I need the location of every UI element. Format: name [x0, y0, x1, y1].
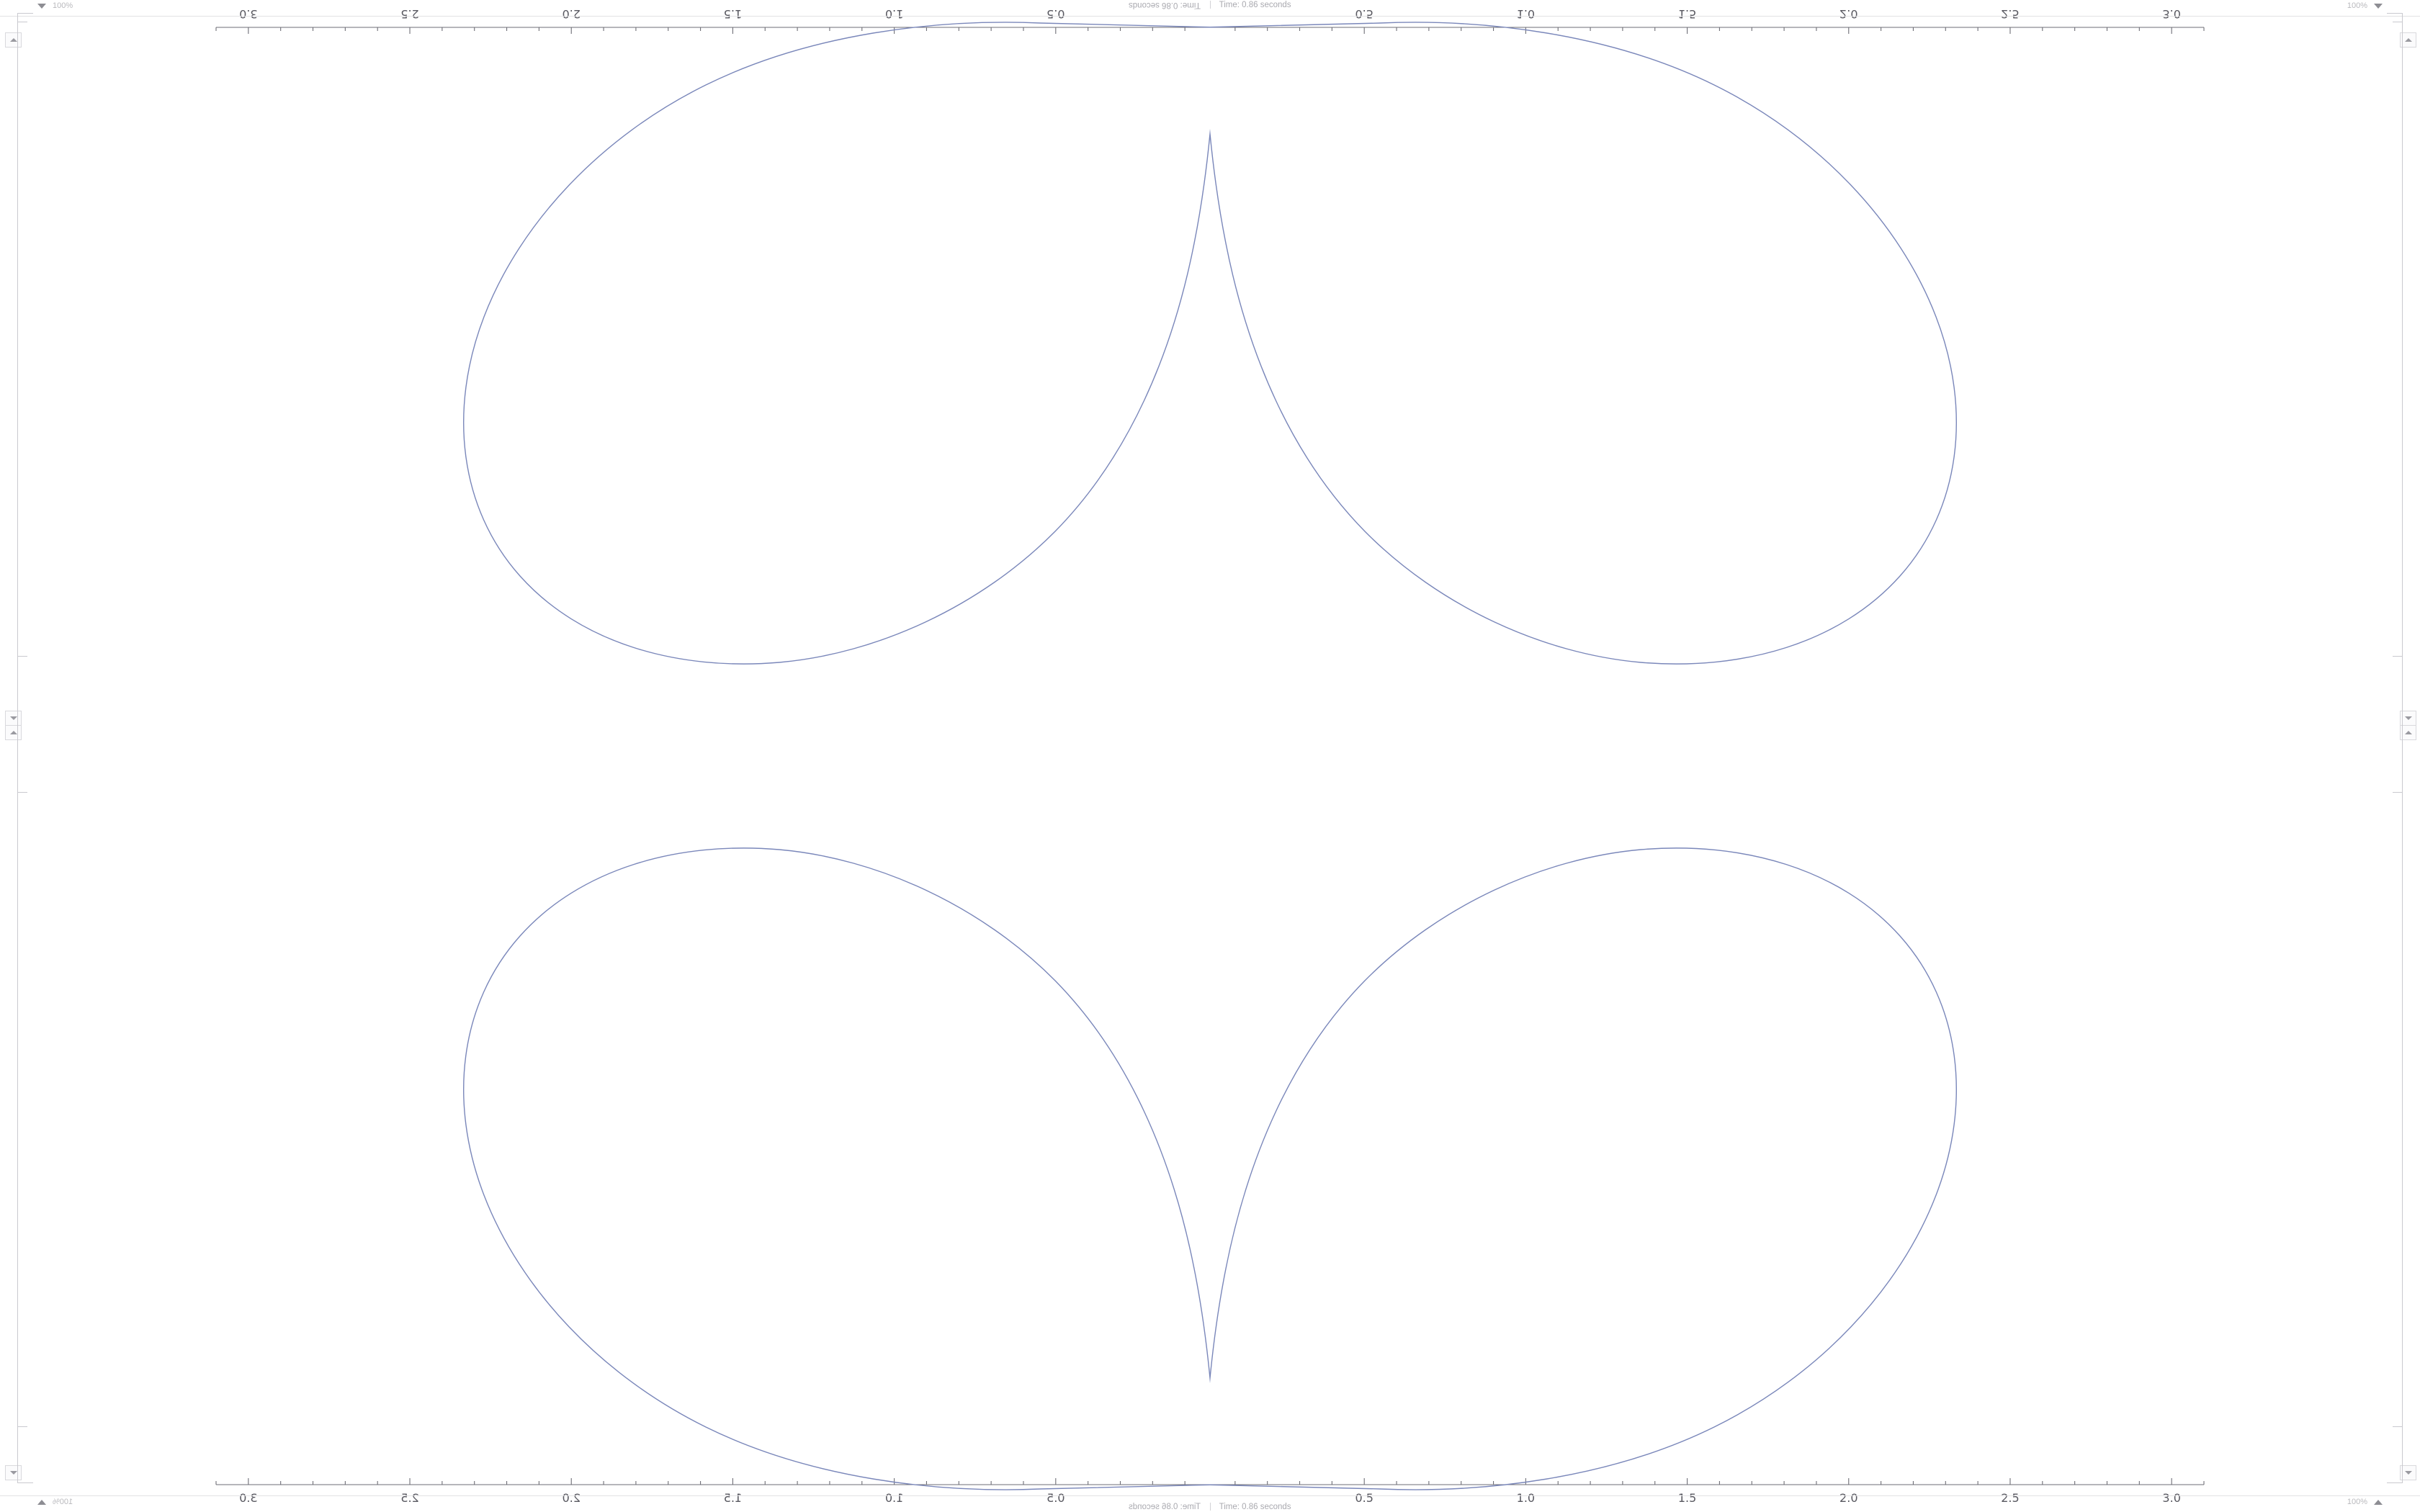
- x-axis-ticks: 0.5 1.0 1.5 2.0 2.5 3.0: [215, 1478, 1186, 1505]
- x-tick-label: 2.0: [562, 1491, 580, 1505]
- zoom-control-bottom-right[interactable]: 100%: [2347, 1498, 2383, 1506]
- x-tick-label: 1.5: [724, 1491, 742, 1505]
- status-text-mirrored: Time: 0.86 seconds: [1129, 1, 1201, 9]
- plot-curve: [1210, 22, 1957, 665]
- cell-bracket-rail-left[interactable]: [12, 0, 33, 1512]
- cell-bracket-group[interactable]: [17, 22, 27, 657]
- triangle-up-icon: [9, 731, 17, 734]
- triangle-up-icon: [2404, 731, 2412, 734]
- x-tick-label: 2.5: [2001, 7, 2019, 21]
- zoom-level-label: 100%: [2347, 1, 2367, 10]
- status-divider: [1209, 1, 1211, 9]
- x-tick-label: 2.5: [400, 7, 418, 21]
- x-tick-label: 0.5: [1047, 1491, 1065, 1505]
- scroll-down-button[interactable]: [2400, 1465, 2416, 1480]
- x-tick-label: 1.0: [885, 7, 903, 21]
- x-tick-label: 2.5: [400, 1491, 418, 1505]
- curvature-plot-graphic[interactable]: 0.5 1.0 1.5 2.0 2.5 3.0 0.5 1.0 1.5 2.0: [1210, 7, 2218, 747]
- triangle-up-icon: [2404, 38, 2412, 42]
- scroll-nav-left[interactable]: [5, 711, 22, 740]
- chevron-down-icon[interactable]: [2374, 3, 2383, 9]
- x-tick-label: 3.0: [239, 1491, 257, 1505]
- x-tick-label: 2.0: [562, 7, 580, 21]
- toolbar-bottom: 100% 100% Time: 0.86 seconds Time: 0.86 …: [0, 1495, 2420, 1512]
- quadrant-bottom-right: 0.51.01.52.02.53.0 0.51.01.52.0 Ɐ = 242;…: [1210, 756, 2420, 1512]
- plot-curve: [1210, 847, 1957, 1490]
- x-axis-ticks: 0.5 1.0 1.5 2.0 2.5 3.0: [1234, 1478, 2205, 1505]
- zoom-control-top-right[interactable]: 100%: [2347, 1, 2383, 10]
- x-tick-label: 0.5: [1355, 7, 1373, 21]
- x-axis-ticks: 0.5 1.0 1.5 2.0 2.5 3.0: [215, 7, 1186, 34]
- cell-bracket-group[interactable]: [17, 792, 27, 1427]
- plot-curve: [463, 847, 1210, 1490]
- cell-bracket-notebook[interactable]: [2387, 13, 2403, 1483]
- cell-bracket-group[interactable]: [2393, 792, 2403, 1427]
- x-tick-label: 0.5: [1355, 1491, 1373, 1505]
- scroll-up-button[interactable]: [5, 725, 22, 740]
- triangle-down-icon: [2404, 1471, 2412, 1475]
- x-tick-label: 1.5: [724, 7, 742, 21]
- x-tick-label: 1.5: [1678, 1491, 1696, 1505]
- triangle-down-icon: [9, 1471, 17, 1475]
- scroll-up-button[interactable]: [5, 32, 22, 48]
- cell-bracket-group[interactable]: [2393, 22, 2403, 657]
- scroll-up-button[interactable]: [2400, 32, 2416, 48]
- x-tick-label: 3.0: [2162, 1491, 2180, 1505]
- scroll-nav-left-top[interactable]: [5, 32, 22, 48]
- scroll-nav-right-top[interactable]: [2400, 32, 2416, 48]
- chevron-down-icon[interactable]: [37, 3, 46, 9]
- x-tick-label: 1.0: [885, 1491, 903, 1505]
- quadrant-top-right: 0.51.01.52.02.53.0 0.51.01.52.0 Ɐ = 242;…: [1210, 0, 2420, 756]
- curvature-plot-graphic[interactable]: 0.5 1.0 1.5 2.0 2.5 3.0 0.5 1.0 1.5 2.0: [202, 765, 1210, 1505]
- x-tick-label: 3.0: [239, 7, 257, 21]
- triangle-up-icon: [9, 38, 17, 42]
- x-tick-label: 2.0: [1839, 7, 1857, 21]
- status-text-mirrored: Time: 0.86 seconds: [1129, 1503, 1201, 1511]
- x-axis-ticks: 0.5 1.0 1.5 2.0 2.5 3.0: [1234, 7, 2205, 34]
- scroll-up-button[interactable]: [2400, 725, 2416, 740]
- cell-bracket-rail-right[interactable]: [2387, 0, 2408, 1512]
- status-bar-bottom: Time: 0.86 seconds Time: 0.86 seconds: [0, 1503, 2420, 1511]
- scroll-nav-right-bottom[interactable]: [2400, 1465, 2416, 1480]
- x-tick-label: 2.0: [1839, 1491, 1857, 1505]
- status-text: Time: 0.86 seconds: [1219, 1, 1291, 9]
- x-tick-label: 1.0: [1517, 7, 1535, 21]
- x-tick-label: 0.5: [1047, 7, 1065, 21]
- x-tick-label: 1.0: [1517, 1491, 1535, 1505]
- scroll-down-button[interactable]: [5, 1465, 22, 1480]
- scroll-nav-left-bottom[interactable]: [5, 1465, 22, 1480]
- zoom-level-label: 100%: [53, 1, 73, 10]
- curvature-plot-graphic[interactable]: 0.5 1.0 1.5 2.0 2.5 3.0 0.5 1.0 1.5 2.0: [202, 7, 1210, 747]
- status-text: Time: 0.86 seconds: [1219, 1503, 1291, 1511]
- zoom-control-top-left[interactable]: 100%: [37, 1, 73, 10]
- quadrant-bottom-left: 0.51.01.52.02.53.0 0.51.01.52.0 Ɐ = 242;…: [0, 756, 1210, 1512]
- x-tick-label: 2.5: [2001, 1491, 2019, 1505]
- curvature-plot-graphic[interactable]: 0.5 1.0 1.5 2.0 2.5 3.0 0.5 1.0 1.5 2.0: [1210, 765, 2218, 1505]
- x-tick-label: 1.5: [1678, 7, 1696, 21]
- plot-curve: [463, 22, 1210, 665]
- scroll-nav-right[interactable]: [2400, 711, 2416, 740]
- triangle-down-icon: [9, 716, 17, 720]
- toolbar-top: 100% 100% Time: 0.86 seconds Time: 0.86 …: [0, 0, 2420, 17]
- zoom-level-label: 100%: [2347, 1498, 2367, 1506]
- quadrant-top-left: 0.51.01.52.02.53.0 0.51.01.52.0 Ɐ = 242;…: [0, 0, 1210, 756]
- x-tick-label: 3.0: [2162, 7, 2180, 21]
- status-divider: [1209, 1503, 1211, 1511]
- status-bar-top: Time: 0.86 seconds Time: 0.86 seconds: [0, 1, 2420, 9]
- triangle-down-icon: [2404, 716, 2412, 720]
